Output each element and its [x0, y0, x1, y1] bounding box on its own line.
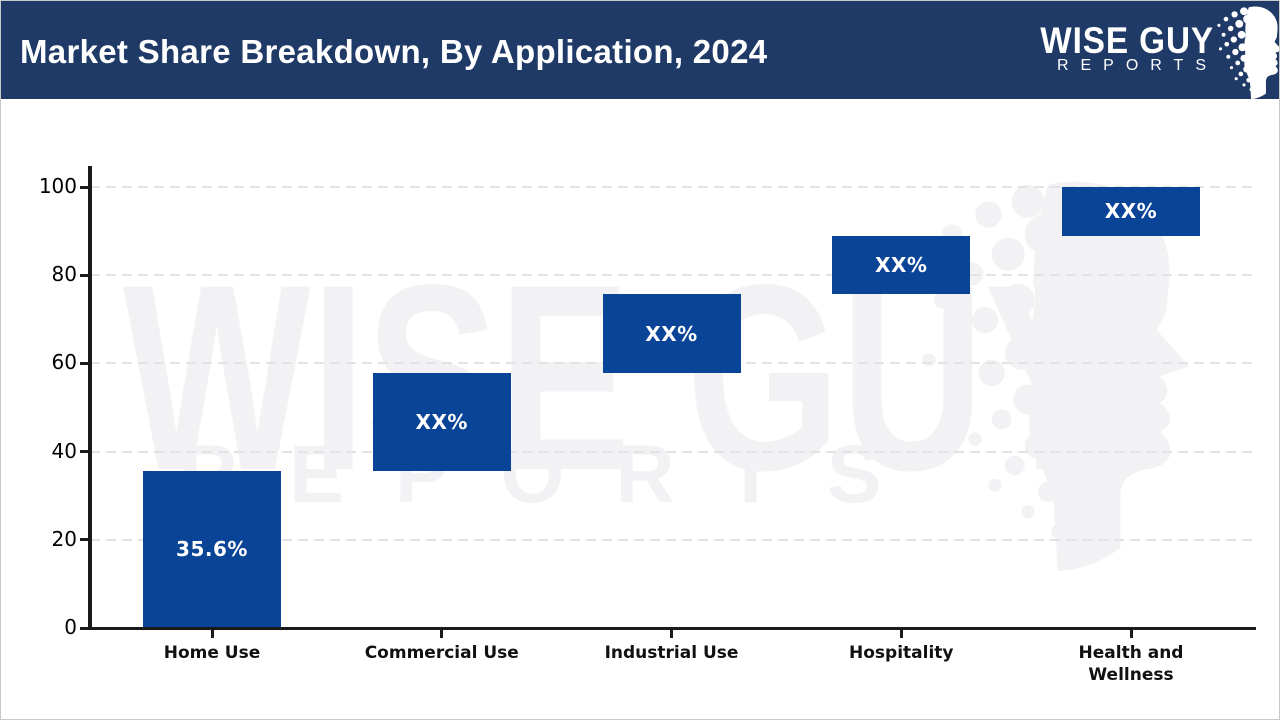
- y-tick-label: 60: [51, 350, 77, 375]
- bar-hospitality: XX%: [832, 235, 971, 295]
- chart-title: Market Share Breakdown, By Application, …: [20, 33, 768, 70]
- y-tick-mark: [80, 185, 88, 189]
- x-tick-mark: [210, 630, 214, 638]
- x-tick-mark: [1129, 630, 1133, 638]
- y-tick-label: 100: [38, 174, 77, 198]
- x-tick-label: Hospitality: [849, 643, 954, 663]
- x-tick-mark: [899, 630, 903, 638]
- x-tick-label: Commercial Use: [364, 643, 519, 663]
- y-tick-mark: [80, 538, 88, 542]
- bar-value-label: 35.6%: [176, 537, 248, 562]
- x-tick-mark: [670, 630, 673, 638]
- y-tick-mark: [80, 361, 88, 365]
- y-tick-mark: [80, 450, 88, 454]
- gridline: [90, 274, 1254, 277]
- y-axis: [88, 166, 92, 629]
- y-tick-mark: [80, 626, 88, 630]
- gridline: [90, 186, 1254, 188]
- watermark-subtitle: REPORTS: [179, 429, 933, 520]
- bar-health-and-wellness: XX%: [1062, 187, 1200, 236]
- bar-value-label: XX%: [875, 253, 928, 278]
- y-tick-label: 20: [51, 526, 77, 551]
- bar-home-use: 35.6%: [143, 471, 281, 628]
- x-tick-label: Industrial Use: [604, 643, 739, 663]
- x-tick-label: Home Use: [163, 643, 261, 663]
- y-tick-label: 80: [51, 262, 77, 287]
- y-tick-mark: [80, 273, 88, 277]
- bar-value-label: XX%: [1104, 199, 1158, 224]
- x-tick-mark: [440, 630, 444, 638]
- bar-value-label: XX%: [645, 321, 698, 346]
- x-tick-label: Health and Wellness: [1078, 643, 1184, 686]
- y-tick-label: 0: [64, 615, 77, 639]
- bar-value-label: XX%: [415, 410, 468, 435]
- bar-commercial-use: XX%: [372, 373, 511, 471]
- logo-subtitle: REPORTS: [1056, 57, 1218, 74]
- bar-industrial-use: XX%: [602, 294, 741, 374]
- x-axis: [86, 626, 1256, 630]
- logo-wordmark: WISE GUY: [1040, 20, 1214, 61]
- gridline: [90, 538, 1254, 541]
- gridline: [90, 450, 1254, 453]
- logo-head-icon: [1217, 6, 1279, 99]
- y-tick-label: 40: [51, 438, 77, 463]
- header-bar: Market Share Breakdown, By Application, …: [1, 1, 1279, 99]
